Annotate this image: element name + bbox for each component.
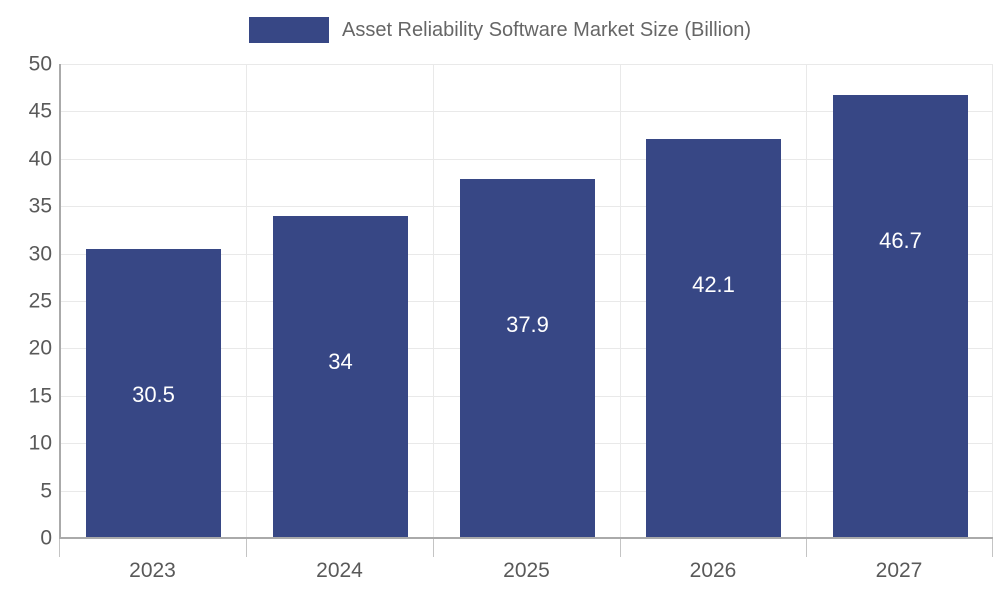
- legend-item-label: Asset Reliability Software Market Size (…: [341, 19, 752, 41]
- x-axis-tick: [620, 539, 621, 557]
- y-tick-label: 30: [28, 242, 52, 266]
- y-tick-label: 35: [28, 194, 52, 218]
- x-tick-label-2025: 2025: [503, 559, 550, 582]
- bar-2025[interactable]: 37.9: [460, 179, 595, 538]
- gridline: [992, 64, 993, 538]
- y-axis-tick-labels: 50 45 40 35 30 25 20 15 10 5 0: [0, 0, 52, 600]
- y-tick-label: 15: [28, 384, 52, 408]
- chart-legend: Asset Reliability Software Market Size (…: [0, 8, 1000, 52]
- gridline: [433, 64, 434, 538]
- y-tick-label: 0: [40, 526, 52, 550]
- bar-value-label: 30.5: [132, 382, 175, 407]
- x-axis-line: [59, 537, 993, 539]
- x-tick-label-2026: 2026: [689, 559, 737, 582]
- y-tick-label: 10: [28, 431, 52, 455]
- x-tick-label-2023: 2023: [129, 559, 176, 582]
- gridline: [620, 64, 621, 538]
- gridline: [246, 64, 247, 538]
- y-tick-label: 50: [28, 52, 52, 76]
- x-axis-tick: [806, 539, 807, 557]
- y-tick-label: 45: [28, 99, 52, 123]
- bar-value-label: 37.9: [506, 312, 549, 337]
- y-tick-label: 25: [28, 289, 52, 313]
- legend-color-swatch-icon: [248, 17, 329, 43]
- y-tick-label: 20: [28, 336, 52, 360]
- bar-2024[interactable]: 34: [273, 216, 408, 538]
- bar-2027[interactable]: 46.7: [833, 95, 968, 538]
- x-axis-tick: [992, 539, 993, 557]
- bar-2023[interactable]: 30.5: [86, 249, 221, 538]
- gridline: [60, 64, 993, 65]
- y-axis-line: [59, 64, 61, 539]
- plot-area: 30.5 34 37.9 42.1 46.7: [60, 64, 993, 538]
- y-tick-label: 40: [28, 147, 52, 171]
- bar-2026[interactable]: 42.1: [646, 139, 781, 538]
- gridline: [806, 64, 807, 538]
- x-axis-tick: [433, 539, 434, 557]
- x-tick-label-2024: 2024: [316, 559, 363, 582]
- x-tick-label-2027: 2027: [875, 559, 923, 582]
- bar-value-label: 34: [328, 349, 353, 374]
- bar-value-label: 46.7: [879, 228, 922, 253]
- bar-value-label: 42.1: [692, 272, 735, 297]
- y-tick-label: 5: [40, 479, 52, 503]
- legend-item-asset-reliability[interactable]: Asset Reliability Software Market Size (…: [248, 17, 752, 43]
- x-axis-tick: [59, 539, 60, 557]
- x-axis-tick: [246, 539, 247, 557]
